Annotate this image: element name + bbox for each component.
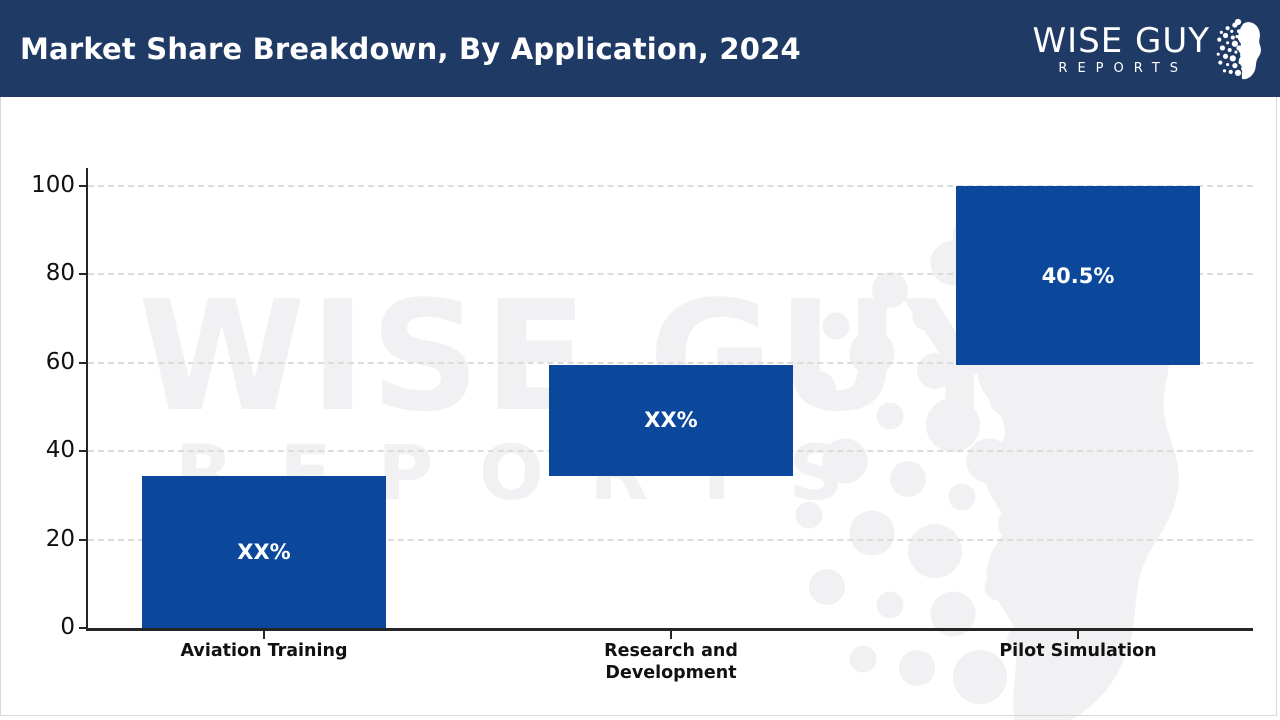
logo-subtitle: REPORTS — [1058, 60, 1189, 76]
y-axis-tick-label: 60 — [45, 348, 75, 375]
y-axis-tick — [79, 450, 87, 453]
logo-text: WISE GUY REPORTS — [1032, 23, 1210, 76]
gridline-60 — [88, 361, 1253, 364]
y-axis-tick — [79, 361, 87, 364]
bar-research-and-development: XX% — [549, 365, 793, 476]
y-axis-tick-label: 20 — [45, 525, 75, 552]
gridline-100 — [88, 185, 1253, 187]
y-axis-line — [86, 168, 88, 630]
y-axis-tick — [79, 185, 87, 187]
y-axis-tick — [79, 273, 87, 276]
logo-name: WISE GUY — [1032, 20, 1210, 61]
bar-value-label: XX% — [644, 408, 698, 433]
x-axis-category-label: Pilot Simulation — [999, 641, 1157, 661]
y-axis-tick-label: 80 — [45, 260, 75, 287]
y-axis-tick-label: 100 — [31, 172, 75, 198]
gridline-80 — [88, 273, 1253, 276]
y-axis-tick — [79, 627, 87, 629]
y-axis-tick — [79, 538, 87, 541]
x-axis-category-label: Research and Development — [604, 641, 738, 683]
x-axis-line — [86, 628, 1253, 631]
bar-value-label: 40.5% — [1041, 263, 1115, 288]
y-axis-tick-label: 40 — [45, 437, 75, 464]
bar-aviation-training: XX% — [142, 475, 386, 628]
x-axis-tick — [670, 631, 672, 639]
bar-value-label: XX% — [237, 539, 291, 564]
wise-guy-reports-logo: WISE GUY REPORTS — [1032, 6, 1264, 92]
page-title: Market Share Breakdown, By Application, … — [20, 31, 801, 66]
x-axis-category-label: Aviation Training — [180, 641, 348, 661]
header-bar: Market Share Breakdown, By Application, … — [0, 0, 1280, 97]
bar-pilot-simulation: 40.5% — [956, 186, 1200, 365]
x-axis-tick — [263, 631, 265, 639]
y-axis-tick-label: 0 — [60, 614, 75, 640]
logo-face-dots-icon — [1216, 18, 1261, 80]
x-axis-tick — [1077, 631, 1079, 639]
gridline-20 — [88, 538, 1253, 541]
